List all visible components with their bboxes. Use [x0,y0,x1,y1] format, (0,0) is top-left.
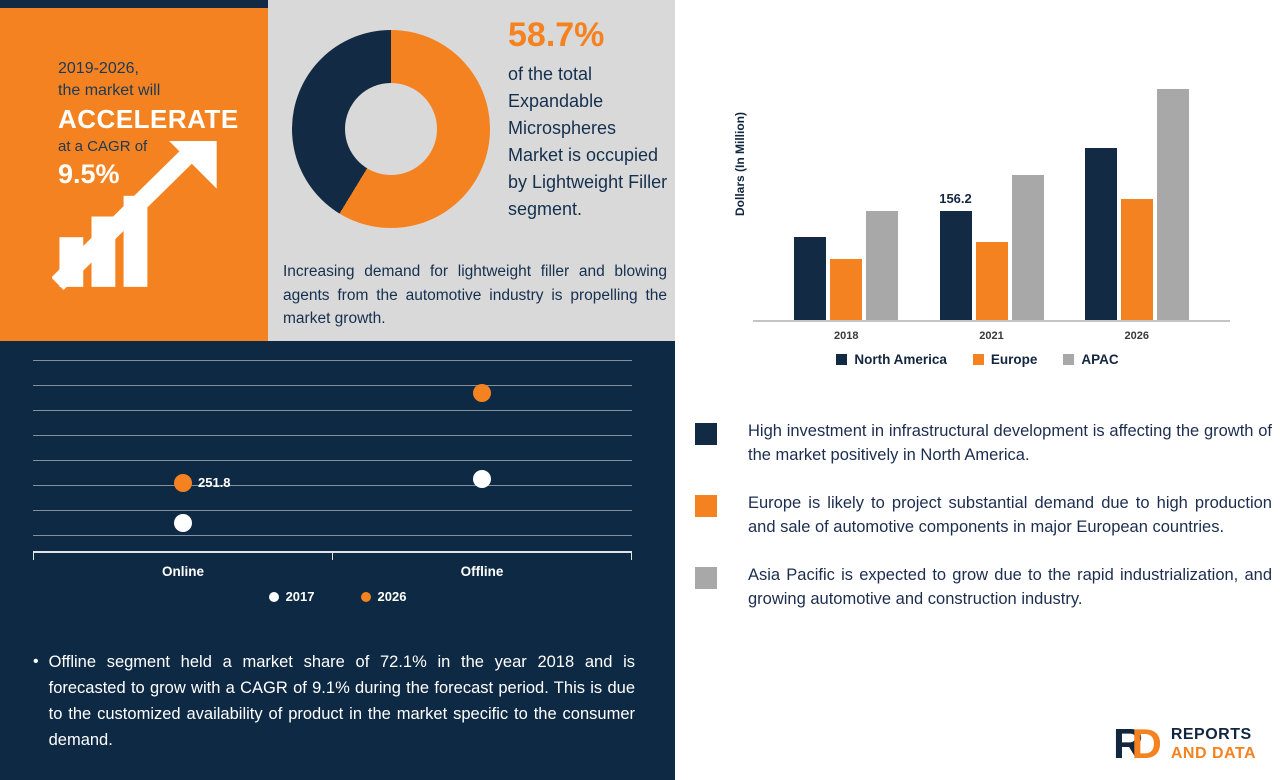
cagr-line2: the market will [58,82,161,99]
bullet-north-america: High investment in infrastructural devel… [695,420,1272,467]
x-tick-2018: 2018 [834,330,859,342]
bullet-swatch-europe [695,495,717,517]
dot-plot-area: 251.8 [33,354,632,560]
logo-line2: AND DATA [1170,745,1256,762]
logo-monogram-r: R [1113,720,1144,767]
data-point-2026-offline [473,384,491,403]
x-tick-2021: 2021 [979,330,1004,342]
y-axis-label: Dollars (In Million) [733,112,747,216]
gridline [33,485,632,486]
category-label-online: Online [161,564,204,579]
bar-europe-2026 [1120,199,1153,320]
legend-dot-2017 [268,591,279,602]
cagr-headline: ACCELERATE [58,104,239,134]
cagr-panel: 2019-2026, the market will ACCELERATE at… [0,8,268,341]
bar-north-america-2021: 156.2 [939,191,972,320]
logo-text: REPORTS AND DATA [1171,725,1256,763]
gridline [33,460,632,461]
x-tick-2026: 2026 [1124,330,1149,342]
legend-swatch-north-america [836,354,848,365]
logo-monogram: RD [1113,723,1162,765]
bar-chart-legend: North America Europe APAC [675,352,1280,367]
bar-group-2021: 156.2 2021 [939,175,1044,342]
x-axis-tick [631,553,632,560]
legend-item-apac: APAC [1063,352,1119,367]
segment-stat-text: of the total Expandable Microspheres Mar… [508,64,668,219]
dot-plot-legend: 2017 2026 [0,589,675,604]
legend-item-2017: 2017 [268,589,315,604]
bullet-europe: Europe is likely to project substantial … [695,492,1272,539]
legend-swatch-apac [1063,354,1075,365]
gridline [33,435,632,436]
legend-item-north-america: North America [836,352,947,367]
bar-apac-2021 [1011,175,1044,320]
data-point-2026-online: 251.8 [174,473,231,492]
logo-line1: REPORTS [1170,726,1252,743]
category-label-offline: Offline [460,564,504,579]
bar-group-2018: 2018 [794,211,899,342]
reports-and-data-logo: RD REPORTS AND DATA [1113,723,1256,765]
offline-segment-bullet-text: Offline segment held a market share of 7… [48,653,635,749]
data-point-value-label: 251.8 [198,474,231,490]
bullet-text-apac: Asia Pacific is expected to grow due to … [748,566,1272,608]
regional-bullets: High investment in infrastructural devel… [695,420,1272,611]
bullet-swatch-north-america [695,423,717,445]
segment-stat-value: 58.7% [508,16,605,54]
bar-apac-2026 [1156,89,1189,320]
top-accent-bar [0,0,268,8]
legend-label-2017: 2017 [285,589,315,604]
channel-panel: 251.8 Online Offline 2017 2026 • Offline… [0,341,675,780]
segment-share-panel: 58.7% of the total Expandable Microspher… [268,0,675,341]
growth-arrow-icon [52,141,217,291]
gridline [33,360,632,361]
legend-swatch-europe [972,354,984,365]
gridline [33,510,632,511]
segment-body-text: Increasing demand for lightweight filler… [283,263,667,327]
legend-label-north-america: North America [854,352,947,367]
regional-panel: Dollars (In Million) 2018 156.2 2021 2026 N… [675,0,1280,780]
bullet-marker: • [33,653,39,670]
bullet-apac: Asia Pacific is expected to grow due to … [695,564,1272,611]
data-point-2017-online [174,513,192,532]
bar-europe-2018 [830,259,863,320]
gridline [33,410,632,411]
legend-label-apac: APAC [1081,352,1119,367]
legend-dot-2026 [360,591,371,602]
cagr-value: 9.5% [58,159,120,189]
cagr-text-block: 2019-2026, the market will ACCELERATE at… [58,58,239,191]
bullet-swatch-apac [695,567,717,589]
bar-north-america-2018 [794,237,827,320]
cagr-period: 2019-2026, [58,60,139,77]
data-point-2017-offline [473,469,491,488]
segment-share-donut [292,30,490,228]
bar-north-america-2026 [1084,148,1117,320]
offline-segment-bullet: • Offline segment held a market share of… [33,649,635,753]
bullet-text-north-america: High investment in infrastructural devel… [748,422,1272,464]
x-axis-tick [332,553,333,560]
legend-label-2026: 2026 [377,589,407,604]
x-axis-tick [33,553,34,560]
gridline [33,385,632,386]
bar-group-2026: 2026 [1084,89,1189,342]
bullet-text-europe: Europe is likely to project substantial … [748,494,1272,536]
bar-apac-2018 [866,211,899,320]
legend-item-2026: 2026 [360,589,407,604]
bar-plot-area: 2018 156.2 2021 2026 [753,82,1230,342]
segment-stat: 58.7% of the total Expandable Microspher… [508,16,670,223]
cagr-label: at a CAGR of [58,138,148,155]
bar-europe-2021 [975,242,1008,320]
online-offline-dot-plot: 251.8 Online Offline [33,354,632,594]
bar-value-label: 156.2 [939,191,972,206]
legend-item-europe: Europe [972,352,1038,367]
gridline [33,535,632,536]
legend-label-europe: Europe [990,352,1038,367]
donut-hole [345,83,437,175]
logo-monogram-d: D [1131,720,1162,767]
